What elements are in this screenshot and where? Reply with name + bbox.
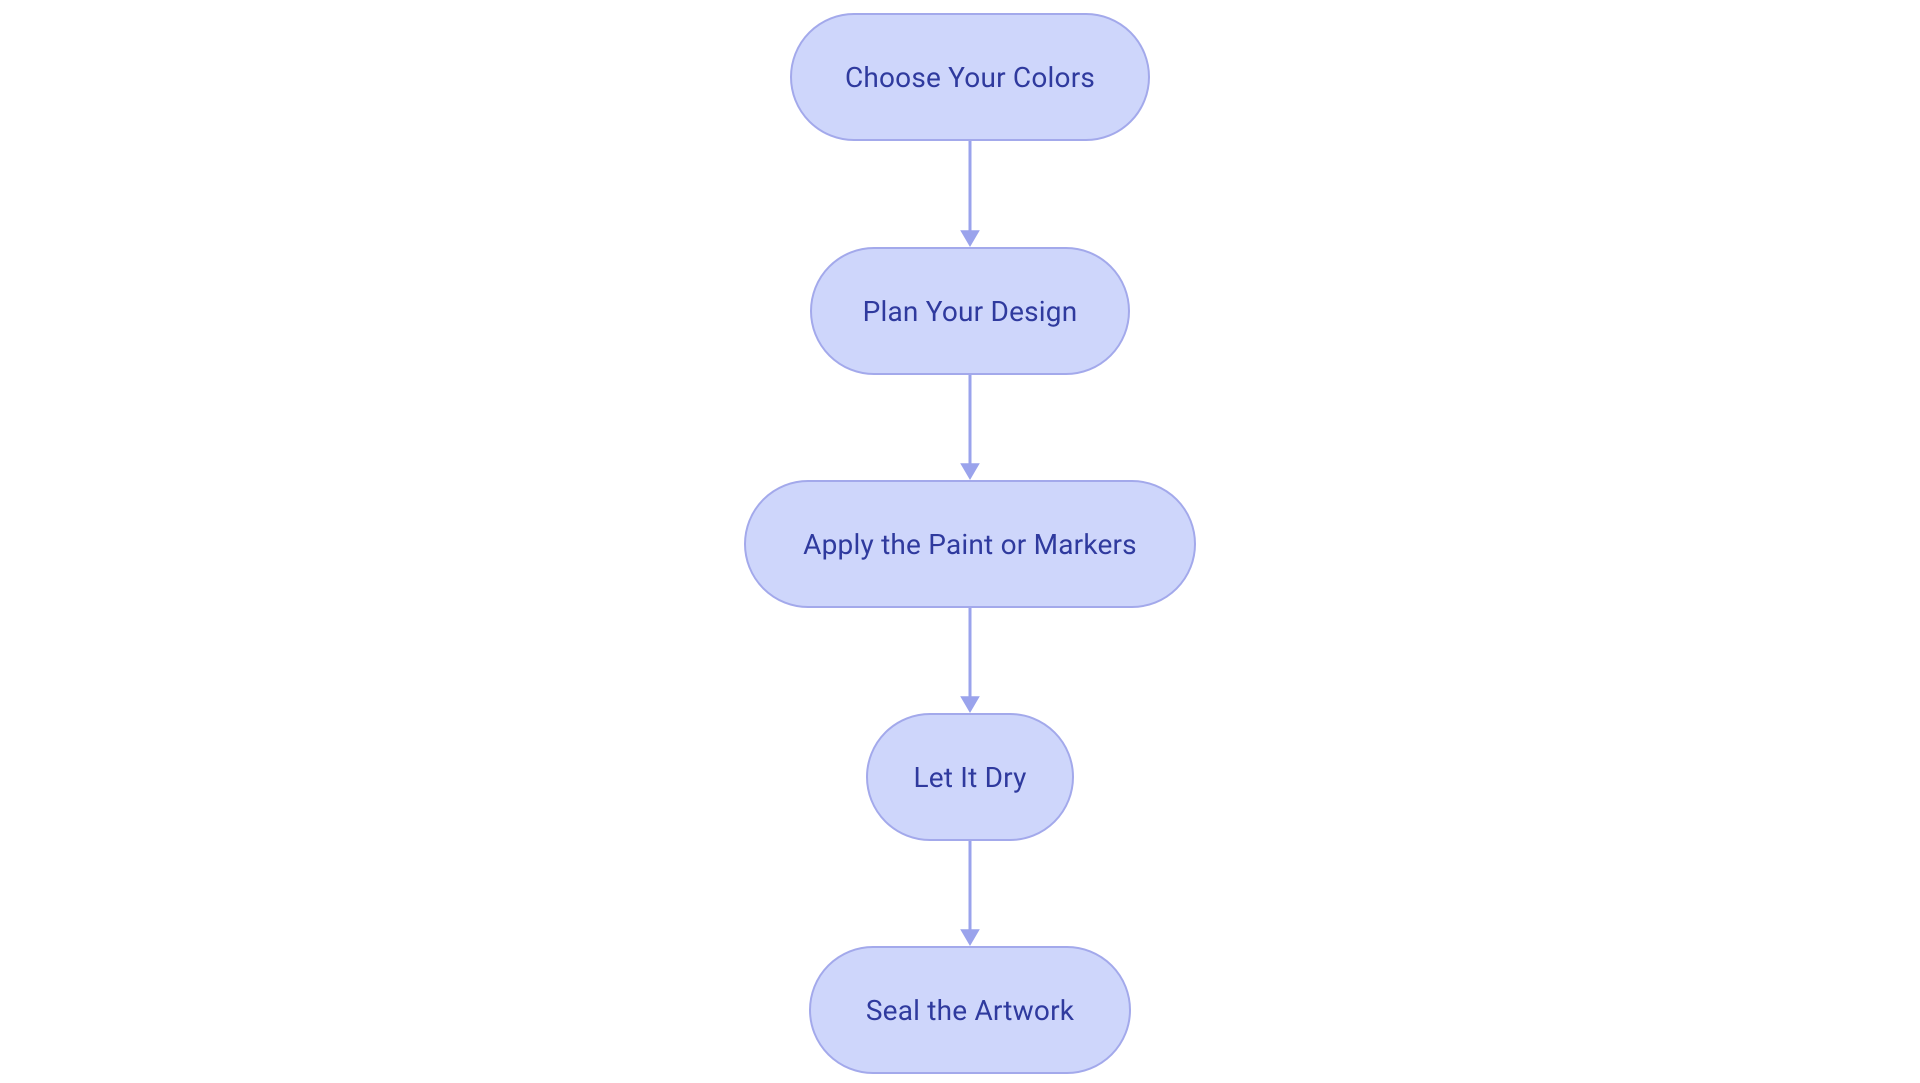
flow-edge: [956, 608, 984, 713]
flow-edge: [956, 141, 984, 247]
flow-node: Seal the Artwork: [809, 946, 1131, 1074]
flow-node-label: Plan Your Design: [863, 295, 1078, 328]
flow-node: Let It Dry: [866, 713, 1074, 841]
flow-node-label: Let It Dry: [913, 761, 1026, 794]
flow-node: Plan Your Design: [810, 247, 1130, 375]
flow-edge: [956, 375, 984, 480]
flow-node-label: Seal the Artwork: [866, 994, 1074, 1027]
flow-node: Choose Your Colors: [790, 13, 1150, 141]
flowchart-canvas: Choose Your Colors Plan Your Design Apply …: [0, 0, 1920, 1083]
flow-edge: [956, 841, 984, 946]
flow-node-label: Choose Your Colors: [845, 61, 1095, 94]
flow-node: Apply the Paint or Markers: [744, 480, 1196, 608]
flow-node-label: Apply the Paint or Markers: [803, 528, 1137, 561]
